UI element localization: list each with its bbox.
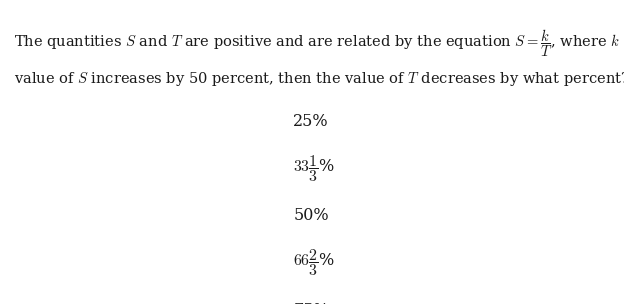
Text: 75%: 75% [293,302,329,304]
Text: value of $S$ increases by 50 percent, then the value of $T$ decreases by what pe: value of $S$ increases by 50 percent, th… [14,70,624,88]
Text: The quantities $S$ and $T$ are positive and are related by the equation $S = \df: The quantities $S$ and $T$ are positive … [14,27,624,59]
Text: $33\dfrac{1}{3}$%: $33\dfrac{1}{3}$% [293,153,336,184]
Text: $66\dfrac{2}{3}$%: $66\dfrac{2}{3}$% [293,247,336,278]
Text: 25%: 25% [293,113,329,130]
Text: 50%: 50% [293,207,329,224]
